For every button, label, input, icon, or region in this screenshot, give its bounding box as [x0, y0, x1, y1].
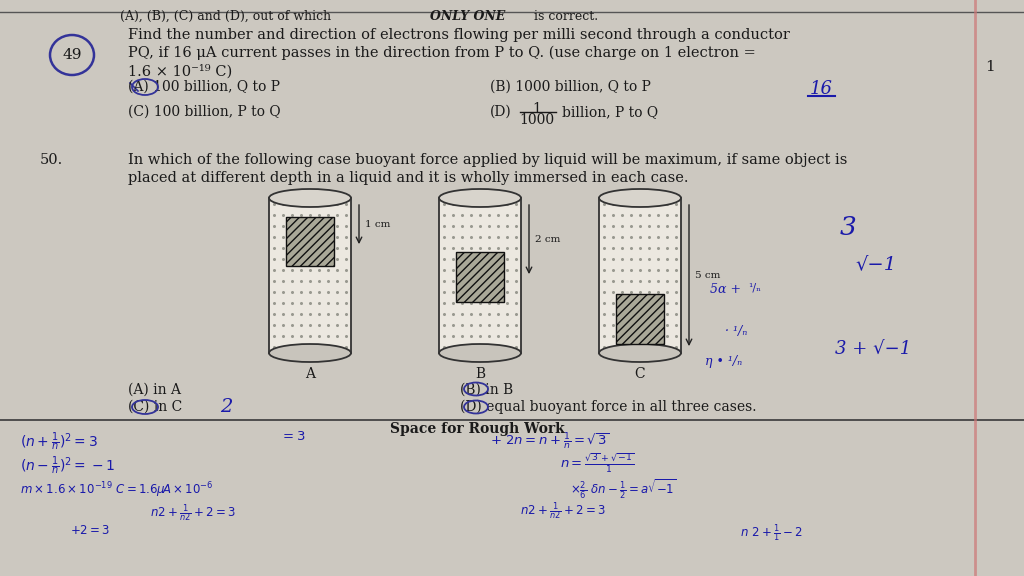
Text: (A) in A: (A) in A — [128, 383, 181, 397]
Text: $n2 + \frac{1}{n2} + 2 = 3$: $n2 + \frac{1}{n2} + 2 = 3$ — [150, 502, 237, 524]
Text: $n\ 2 + \frac{1}{1} - 2$: $n\ 2 + \frac{1}{1} - 2$ — [740, 522, 803, 544]
Text: 2 cm: 2 cm — [535, 235, 560, 244]
Text: $n2 + \frac{1}{n2} + 2 = 3$: $n2 + \frac{1}{n2} + 2 = 3$ — [520, 500, 606, 522]
Text: B: B — [475, 367, 485, 381]
Text: $(n + \frac{1}{n})^2 = 3$: $(n + \frac{1}{n})^2 = 3$ — [20, 430, 98, 453]
FancyBboxPatch shape — [439, 198, 521, 353]
Text: 1.6 × 10⁻¹⁹ C): 1.6 × 10⁻¹⁹ C) — [128, 64, 232, 78]
Text: In which of the following case buoyant force applied by liquid will be maximum, : In which of the following case buoyant f… — [128, 153, 848, 167]
Ellipse shape — [439, 189, 521, 207]
Text: 49: 49 — [62, 48, 82, 62]
Text: Space for Rough Work: Space for Rough Work — [390, 422, 565, 436]
Text: $(n - \frac{1}{n})^2 = -1$: $(n - \frac{1}{n})^2 = -1$ — [20, 454, 115, 477]
Text: A: A — [305, 367, 315, 381]
Ellipse shape — [269, 344, 351, 362]
Ellipse shape — [599, 344, 681, 362]
Text: $+ 2 = 3$: $+ 2 = 3$ — [70, 524, 111, 537]
Ellipse shape — [269, 189, 351, 207]
Text: (D) equal buoyant force in all three cases.: (D) equal buoyant force in all three cas… — [460, 400, 757, 414]
Ellipse shape — [599, 189, 681, 207]
Text: 1 cm: 1 cm — [365, 220, 390, 229]
Text: is correct.: is correct. — [530, 10, 598, 23]
Text: 1: 1 — [532, 102, 542, 116]
Text: C: C — [635, 367, 645, 381]
Text: (B) in B: (B) in B — [460, 383, 513, 397]
Text: 2: 2 — [220, 398, 232, 416]
Text: $+\ 2n = n + \frac{1}{n} = \sqrt{3}$: $+\ 2n = n + \frac{1}{n} = \sqrt{3}$ — [490, 430, 609, 451]
Text: (C) 100 billion, P to Q: (C) 100 billion, P to Q — [128, 105, 281, 119]
Text: 3 + √−1: 3 + √−1 — [835, 340, 911, 358]
Text: 1: 1 — [985, 60, 994, 74]
Text: Find the number and direction of electrons flowing per milli second through a co: Find the number and direction of electro… — [128, 28, 790, 42]
Text: $= 3$: $= 3$ — [280, 430, 305, 443]
Text: PQ, if 16 μA current passes in the direction from P to Q. (use charge on 1 elect: PQ, if 16 μA current passes in the direc… — [128, 46, 756, 60]
Text: $m \times 1.6 \times 10^{-19}\ C = 1.6\mu\!A \times 10^{-6}$: $m \times 1.6 \times 10^{-19}\ C = 1.6\m… — [20, 480, 214, 499]
Text: ONLY ONE: ONLY ONE — [430, 10, 505, 23]
Text: placed at different depth in a liquid and it is wholly immersed in each case.: placed at different depth in a liquid an… — [128, 171, 688, 185]
Text: 5 cm: 5 cm — [695, 271, 720, 280]
FancyBboxPatch shape — [457, 252, 504, 302]
Text: 16: 16 — [810, 80, 833, 98]
Text: (A) 100 billion, Q to P: (A) 100 billion, Q to P — [128, 80, 280, 94]
Text: (D): (D) — [490, 105, 512, 119]
FancyBboxPatch shape — [287, 217, 334, 266]
Text: 50.: 50. — [40, 153, 63, 167]
Ellipse shape — [439, 344, 521, 362]
Text: (C) in C: (C) in C — [128, 400, 182, 414]
Text: $n = \frac{\sqrt{3}+\sqrt{-1}}{1}$: $n = \frac{\sqrt{3}+\sqrt{-1}}{1}$ — [560, 452, 634, 475]
Text: ¹/ₙ: ¹/ₙ — [748, 283, 761, 293]
Text: 1000: 1000 — [519, 113, 555, 127]
FancyBboxPatch shape — [269, 198, 351, 353]
Text: 3: 3 — [840, 215, 857, 240]
FancyBboxPatch shape — [616, 294, 664, 344]
Text: η • ¹/ₙ: η • ¹/ₙ — [705, 355, 742, 368]
Text: · ¹/ₙ: · ¹/ₙ — [725, 325, 748, 338]
Text: (A), (B), (C) and (D), out of which: (A), (B), (C) and (D), out of which — [120, 10, 335, 23]
Text: (B) 1000 billion, Q to P: (B) 1000 billion, Q to P — [490, 80, 651, 94]
Text: billion, P to Q: billion, P to Q — [562, 105, 658, 119]
Text: $\times \frac{2}{6}\ \delta n - \frac{1}{2} = a\sqrt{-1}$: $\times \frac{2}{6}\ \delta n - \frac{1}… — [570, 478, 677, 501]
FancyBboxPatch shape — [599, 198, 681, 353]
Text: √−1: √−1 — [855, 255, 896, 273]
Text: 5α +: 5α + — [710, 283, 745, 296]
